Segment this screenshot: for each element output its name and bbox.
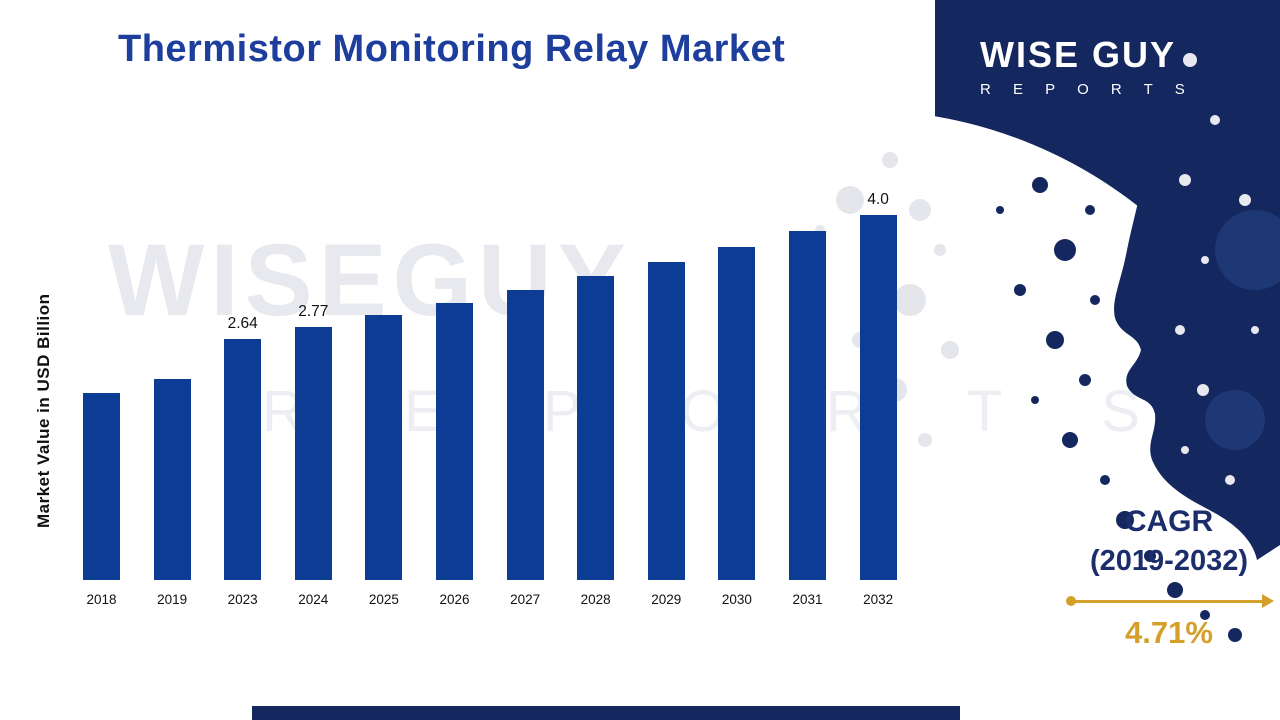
cagr-block: CAGR (2019-2032) 4.71% (1066, 505, 1274, 651)
cagr-label: CAGR (1124, 505, 1214, 538)
logo-wordmark: WISE GUY (980, 34, 1177, 75)
watermark-text-line2: R E P O R T S (262, 379, 1182, 444)
cagr-value: 4.71% (1125, 615, 1213, 650)
wiseguy-logo: WISE GUY R E P O R T S (980, 34, 1210, 98)
watermark-dots-graphic (815, 152, 959, 480)
cagr-range: (2019-2032) (1090, 545, 1248, 577)
footer-navy-bar (252, 706, 960, 720)
watermark-text-line1: WISEGUY (108, 223, 632, 337)
page-title: Thermistor Monitoring Relay Market (118, 28, 786, 70)
wiseguy-face-graphic (996, 0, 1280, 642)
logo-subtitle: R E P O R T S (980, 81, 1194, 98)
cagr-line-arrowhead (1262, 594, 1274, 608)
cagr-line-dot (1066, 596, 1076, 606)
cagr-arrow-line (1066, 594, 1274, 608)
